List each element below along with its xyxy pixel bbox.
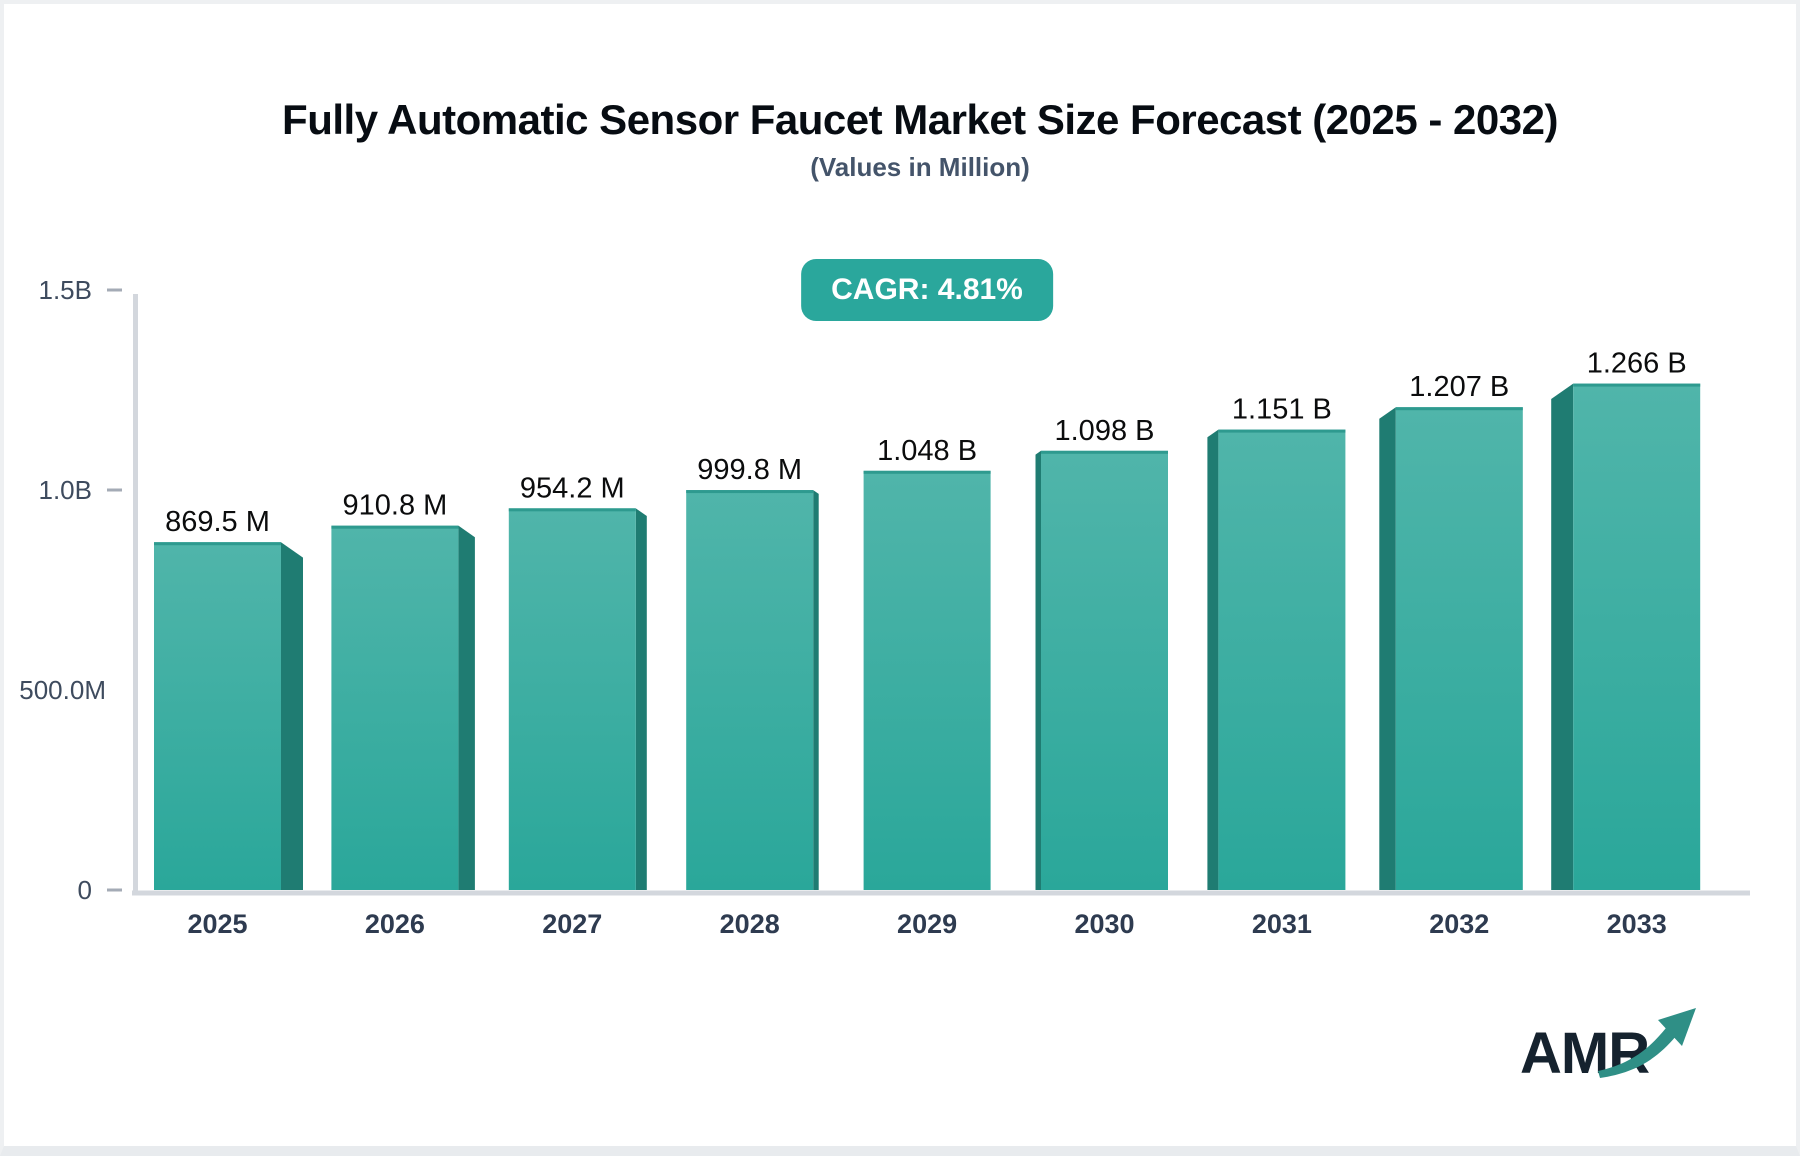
- x-axis-label: 2026: [365, 909, 425, 939]
- bar-value-label: 1.098 B: [1055, 415, 1155, 447]
- bar-2032[interactable]: 1.207 B: [1379, 371, 1523, 890]
- bar-side-face: [1551, 383, 1574, 890]
- bar-front-face: [331, 525, 459, 890]
- bar-2026[interactable]: 910.8 M: [331, 490, 475, 890]
- y-axis-tick: [107, 488, 122, 492]
- x-axis-label: 2027: [542, 909, 602, 939]
- bar-side-face: [281, 542, 303, 890]
- bar-top-edge: [1395, 407, 1523, 411]
- x-axis-label: 2030: [1074, 909, 1134, 939]
- bar-top-edge: [508, 508, 636, 512]
- bar-value-label: 910.8 M: [343, 490, 448, 522]
- bar-side-face: [1035, 450, 1041, 890]
- bar-front-face: [1573, 383, 1701, 890]
- bar-top-edge: [154, 542, 281, 546]
- growth-arrow-icon: [1598, 1008, 1696, 1078]
- chart-title: Fully Automatic Sensor Faucet Market Siz…: [282, 96, 1558, 143]
- x-axis-line: [132, 890, 1750, 896]
- y-axis-tick: [107, 888, 122, 892]
- bar-value-label: 869.5 M: [165, 506, 270, 538]
- bar-top-edge: [1573, 383, 1701, 387]
- bar-2027[interactable]: 954.2 M: [508, 472, 647, 890]
- x-axis-label: 2031: [1252, 909, 1312, 939]
- bar-side-face: [635, 508, 647, 890]
- bar-front-face: [1395, 407, 1523, 890]
- bar-2029[interactable]: 1.048 B: [863, 435, 991, 890]
- bar-2030[interactable]: 1.098 B: [1035, 415, 1169, 890]
- bar-value-label: 1.048 B: [877, 435, 977, 467]
- y-axis-label: 0: [78, 875, 92, 905]
- bar-top-edge: [1218, 429, 1346, 433]
- amr-logo: AMR: [1520, 1008, 1700, 1094]
- bar-front-face: [508, 508, 636, 890]
- x-axis-label: 2025: [187, 909, 247, 939]
- bar-front-face: [1218, 429, 1346, 890]
- amr-logo-text: AMR: [1520, 1021, 1650, 1086]
- y-axis-line: [133, 294, 138, 896]
- bar-front-face: [863, 470, 991, 890]
- bar-front-face: [154, 542, 281, 890]
- bar-side-face: [1207, 429, 1219, 890]
- bar-chart: 1.5B 1.0B 500.0M 0 869.5 M 2025 910.8 M 2026 954…: [19, 275, 1750, 939]
- x-axis-label: 2033: [1607, 909, 1667, 939]
- bar-top-edge: [863, 470, 991, 474]
- bar-side-face: [1379, 407, 1396, 890]
- bar-2025[interactable]: 869.5 M: [154, 506, 303, 890]
- y-axis-label: 500.0M: [19, 675, 106, 705]
- bar-side-face: [813, 490, 819, 890]
- bar-value-label: 1.266 B: [1587, 348, 1687, 380]
- bar-top-edge: [331, 525, 459, 529]
- x-axis-label: 2028: [720, 909, 780, 939]
- bar-top-edge: [686, 490, 814, 494]
- bar-side-face: [458, 525, 475, 890]
- bar-2033[interactable]: 1.266 B: [1551, 348, 1701, 890]
- cagr-badge: CAGR: 4.81%: [801, 259, 1053, 321]
- bar-value-label: 1.207 B: [1409, 371, 1509, 403]
- bar-front-face: [1041, 450, 1168, 890]
- x-axis-label: 2029: [897, 909, 957, 939]
- chart-subtitle: (Values in Million): [810, 152, 1030, 182]
- y-axis-tick: [107, 288, 122, 292]
- y-axis-label: 1.0B: [39, 475, 93, 505]
- bar-value-label: 999.8 M: [697, 454, 802, 486]
- bar-2031[interactable]: 1.151 B: [1207, 394, 1346, 890]
- bar-top-edge: [1041, 450, 1168, 454]
- bar-value-label: 1.151 B: [1232, 394, 1332, 426]
- y-axis-label: 1.5B: [39, 275, 93, 305]
- x-axis-label: 2032: [1429, 909, 1489, 939]
- bar-2028[interactable]: 999.8 M: [686, 454, 819, 890]
- bar-front-face: [686, 490, 814, 890]
- bar-value-label: 954.2 M: [520, 472, 625, 504]
